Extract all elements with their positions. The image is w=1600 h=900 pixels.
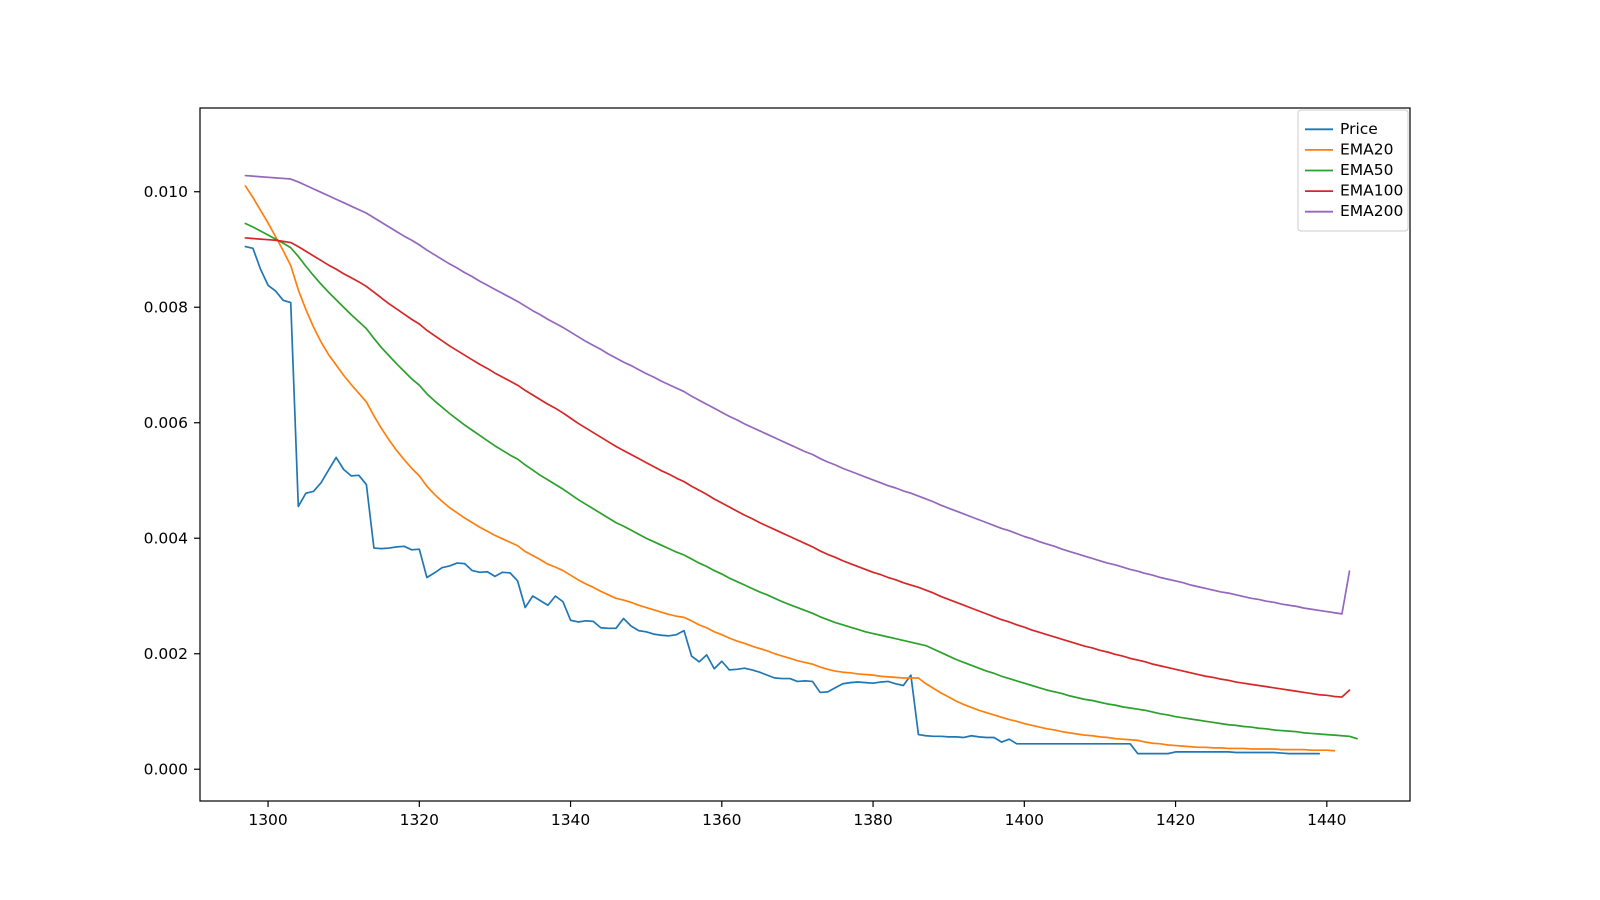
x-tick-label: 1340 (551, 811, 590, 829)
legend-label: EMA200 (1340, 202, 1403, 220)
legend-label: Price (1340, 120, 1378, 138)
legend-frame (1297, 109, 1409, 232)
x-tick-label: 1420 (1156, 811, 1195, 829)
legend-label: EMA20 (1340, 140, 1394, 158)
series-line-ema100 (244, 237, 1351, 698)
x-axis-ticks: 1300 1320 1340 1360 1380 1400 1420 1440 (248, 801, 1347, 829)
legend-entry-ema50[interactable]: EMA50 (1305, 161, 1394, 179)
chart-legend[interactable]: Price EMA20 EMA50 EMA100 EMA200 (1297, 109, 1409, 232)
x-tick-label: 1360 (702, 811, 741, 829)
axes-spines (199, 107, 1411, 802)
series-line-ema20 (244, 185, 1336, 752)
y-tick-label: 0.008 (144, 299, 188, 317)
x-tick-label: 1400 (1005, 811, 1044, 829)
legend-entry-ema100[interactable]: EMA100 (1305, 182, 1403, 200)
legend-entry-price[interactable]: Price (1305, 120, 1378, 138)
series-line-ema50 (244, 222, 1358, 740)
y-tick-label: 0.004 (144, 530, 188, 548)
legend-label: EMA50 (1340, 161, 1394, 179)
x-tick-label: 1440 (1307, 811, 1346, 829)
legend-label: EMA100 (1340, 182, 1403, 200)
series-line-price (244, 245, 1321, 755)
y-axis-ticks: 0.000 0.002 0.004 0.006 0.008 0.010 (144, 183, 200, 779)
plot-border (199, 107, 1411, 802)
data-series-group (244, 174, 1358, 755)
x-tick-label: 1380 (853, 811, 892, 829)
y-tick-label: 0.002 (144, 645, 188, 663)
series-line-ema200 (244, 174, 1351, 615)
legend-entry-ema20[interactable]: EMA20 (1305, 140, 1394, 158)
y-tick-label: 0.000 (144, 761, 188, 779)
x-tick-label: 1300 (248, 811, 287, 829)
plot-area-background (200, 108, 1410, 801)
y-tick-label: 0.010 (144, 183, 188, 201)
y-tick-label: 0.006 (144, 414, 188, 432)
legend-entry-ema200[interactable]: EMA200 (1305, 202, 1403, 220)
x-tick-label: 1320 (400, 811, 439, 829)
